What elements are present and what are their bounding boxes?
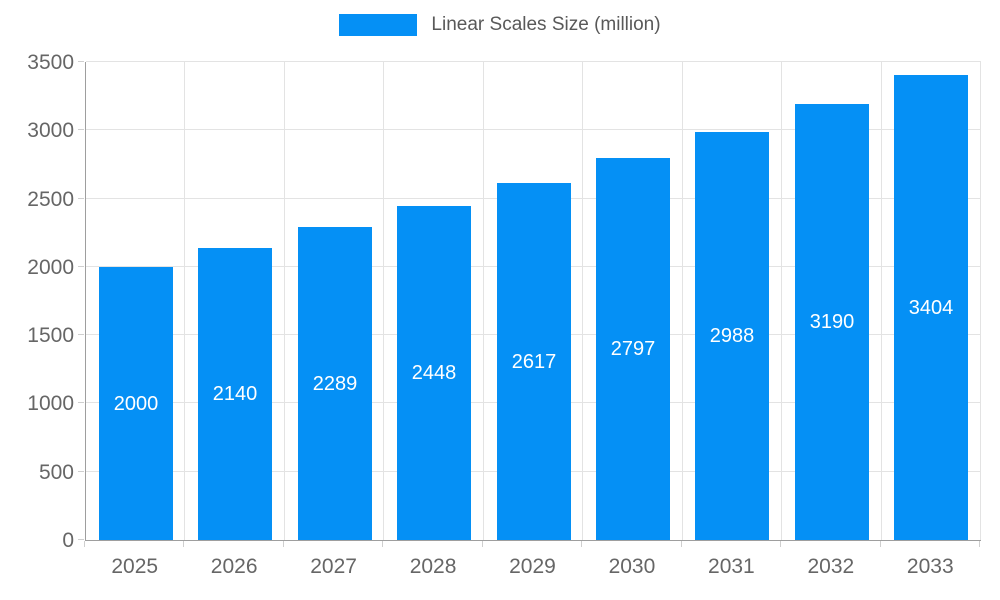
- x-axis-tick: [382, 541, 383, 547]
- bar-value-label: 3404: [908, 296, 954, 319]
- y-axis-tick-label: 3500: [27, 51, 74, 74]
- x-axis-tick-label: 2031: [708, 555, 755, 578]
- y-gridline: [86, 129, 981, 131]
- x-axis-tick-label: 2026: [210, 555, 258, 578]
- bar-2031[interactable]: 2988: [695, 132, 769, 540]
- x-axis-tick-label: 2029: [509, 555, 556, 578]
- x-gridline: [881, 62, 882, 540]
- x-axis-tick-label: 2033: [906, 555, 954, 578]
- y-axis-tick: [78, 334, 84, 336]
- y-axis-tick-label: 3000: [27, 119, 74, 143]
- x-axis-tick-label: 2028: [409, 555, 457, 578]
- y-gridline: [86, 61, 981, 62]
- bar-value-label: 3190: [809, 311, 855, 333]
- x-axis-tick-label: 2030: [608, 555, 656, 578]
- y-axis-tick-label: 1500: [27, 324, 74, 348]
- x-axis-tick: [283, 541, 284, 547]
- x-axis-tick: [482, 541, 483, 547]
- bar-value-label: 2140: [212, 383, 258, 405]
- y-axis-tick: [78, 129, 84, 131]
- bar-2027[interactable]: 2289: [298, 227, 372, 540]
- x-axis-tick: [979, 541, 980, 547]
- bar-value-label: 2448: [411, 362, 457, 384]
- x-axis-tick-label: 2025: [111, 555, 159, 578]
- bar-value-label: 2988: [709, 325, 755, 347]
- x-axis-tick-label: 2032: [807, 555, 855, 578]
- bar-value-label: 2000: [113, 392, 159, 415]
- chart-legend[interactable]: Linear Scales Size (million): [0, 14, 1000, 36]
- bar-2025[interactable]: 2000: [99, 267, 173, 540]
- y-axis-tick-label: 0: [62, 529, 74, 552]
- x-axis-tick-label: 2027: [310, 555, 357, 578]
- y-axis-tick-label: 2000: [27, 255, 74, 279]
- bar-2026[interactable]: 2140: [198, 248, 272, 540]
- x-gridline: [582, 62, 583, 540]
- x-gridline: [781, 62, 782, 540]
- x-gridline: [483, 62, 484, 540]
- y-axis-tick: [78, 197, 84, 199]
- x-gridline: [284, 62, 285, 540]
- x-axis-tick: [84, 541, 85, 547]
- x-gridline: [980, 62, 981, 540]
- legend-color-swatch: [339, 14, 418, 36]
- x-axis-tick: [880, 541, 881, 547]
- x-axis-tick: [183, 541, 184, 547]
- x-axis-tick: [780, 541, 781, 547]
- y-axis-tick: [78, 470, 84, 472]
- x-axis-tick: [681, 541, 682, 547]
- bar-2028[interactable]: 2448: [397, 206, 471, 540]
- y-axis-tick-label: 1000: [27, 392, 74, 416]
- legend-label: Linear Scales Size (million): [431, 14, 661, 35]
- x-axis-tick: [581, 541, 582, 547]
- y-axis-tick: [78, 402, 84, 404]
- y-axis-tick: [78, 539, 84, 540]
- y-axis-tick: [78, 61, 84, 62]
- x-gridline: [383, 62, 384, 540]
- bar-2030[interactable]: 2797: [596, 158, 670, 540]
- bar-2033[interactable]: 3404: [894, 75, 968, 540]
- plot-area: 2000 2140 2289 2448 2617 2797 2988 3190 3404: [85, 61, 981, 541]
- bar-value-label: 2617: [511, 350, 557, 373]
- y-axis-tick-label: 500: [38, 460, 74, 484]
- y-axis-tick-label: 2500: [27, 187, 74, 211]
- bar-2032[interactable]: 3190: [795, 104, 869, 540]
- bar-value-label: 2797: [610, 338, 656, 360]
- y-axis-tick: [78, 265, 84, 267]
- bar-value-label: 2289: [312, 372, 358, 395]
- x-gridline: [184, 62, 185, 540]
- x-gridline: [682, 62, 683, 540]
- bar-2029[interactable]: 2617: [497, 183, 571, 540]
